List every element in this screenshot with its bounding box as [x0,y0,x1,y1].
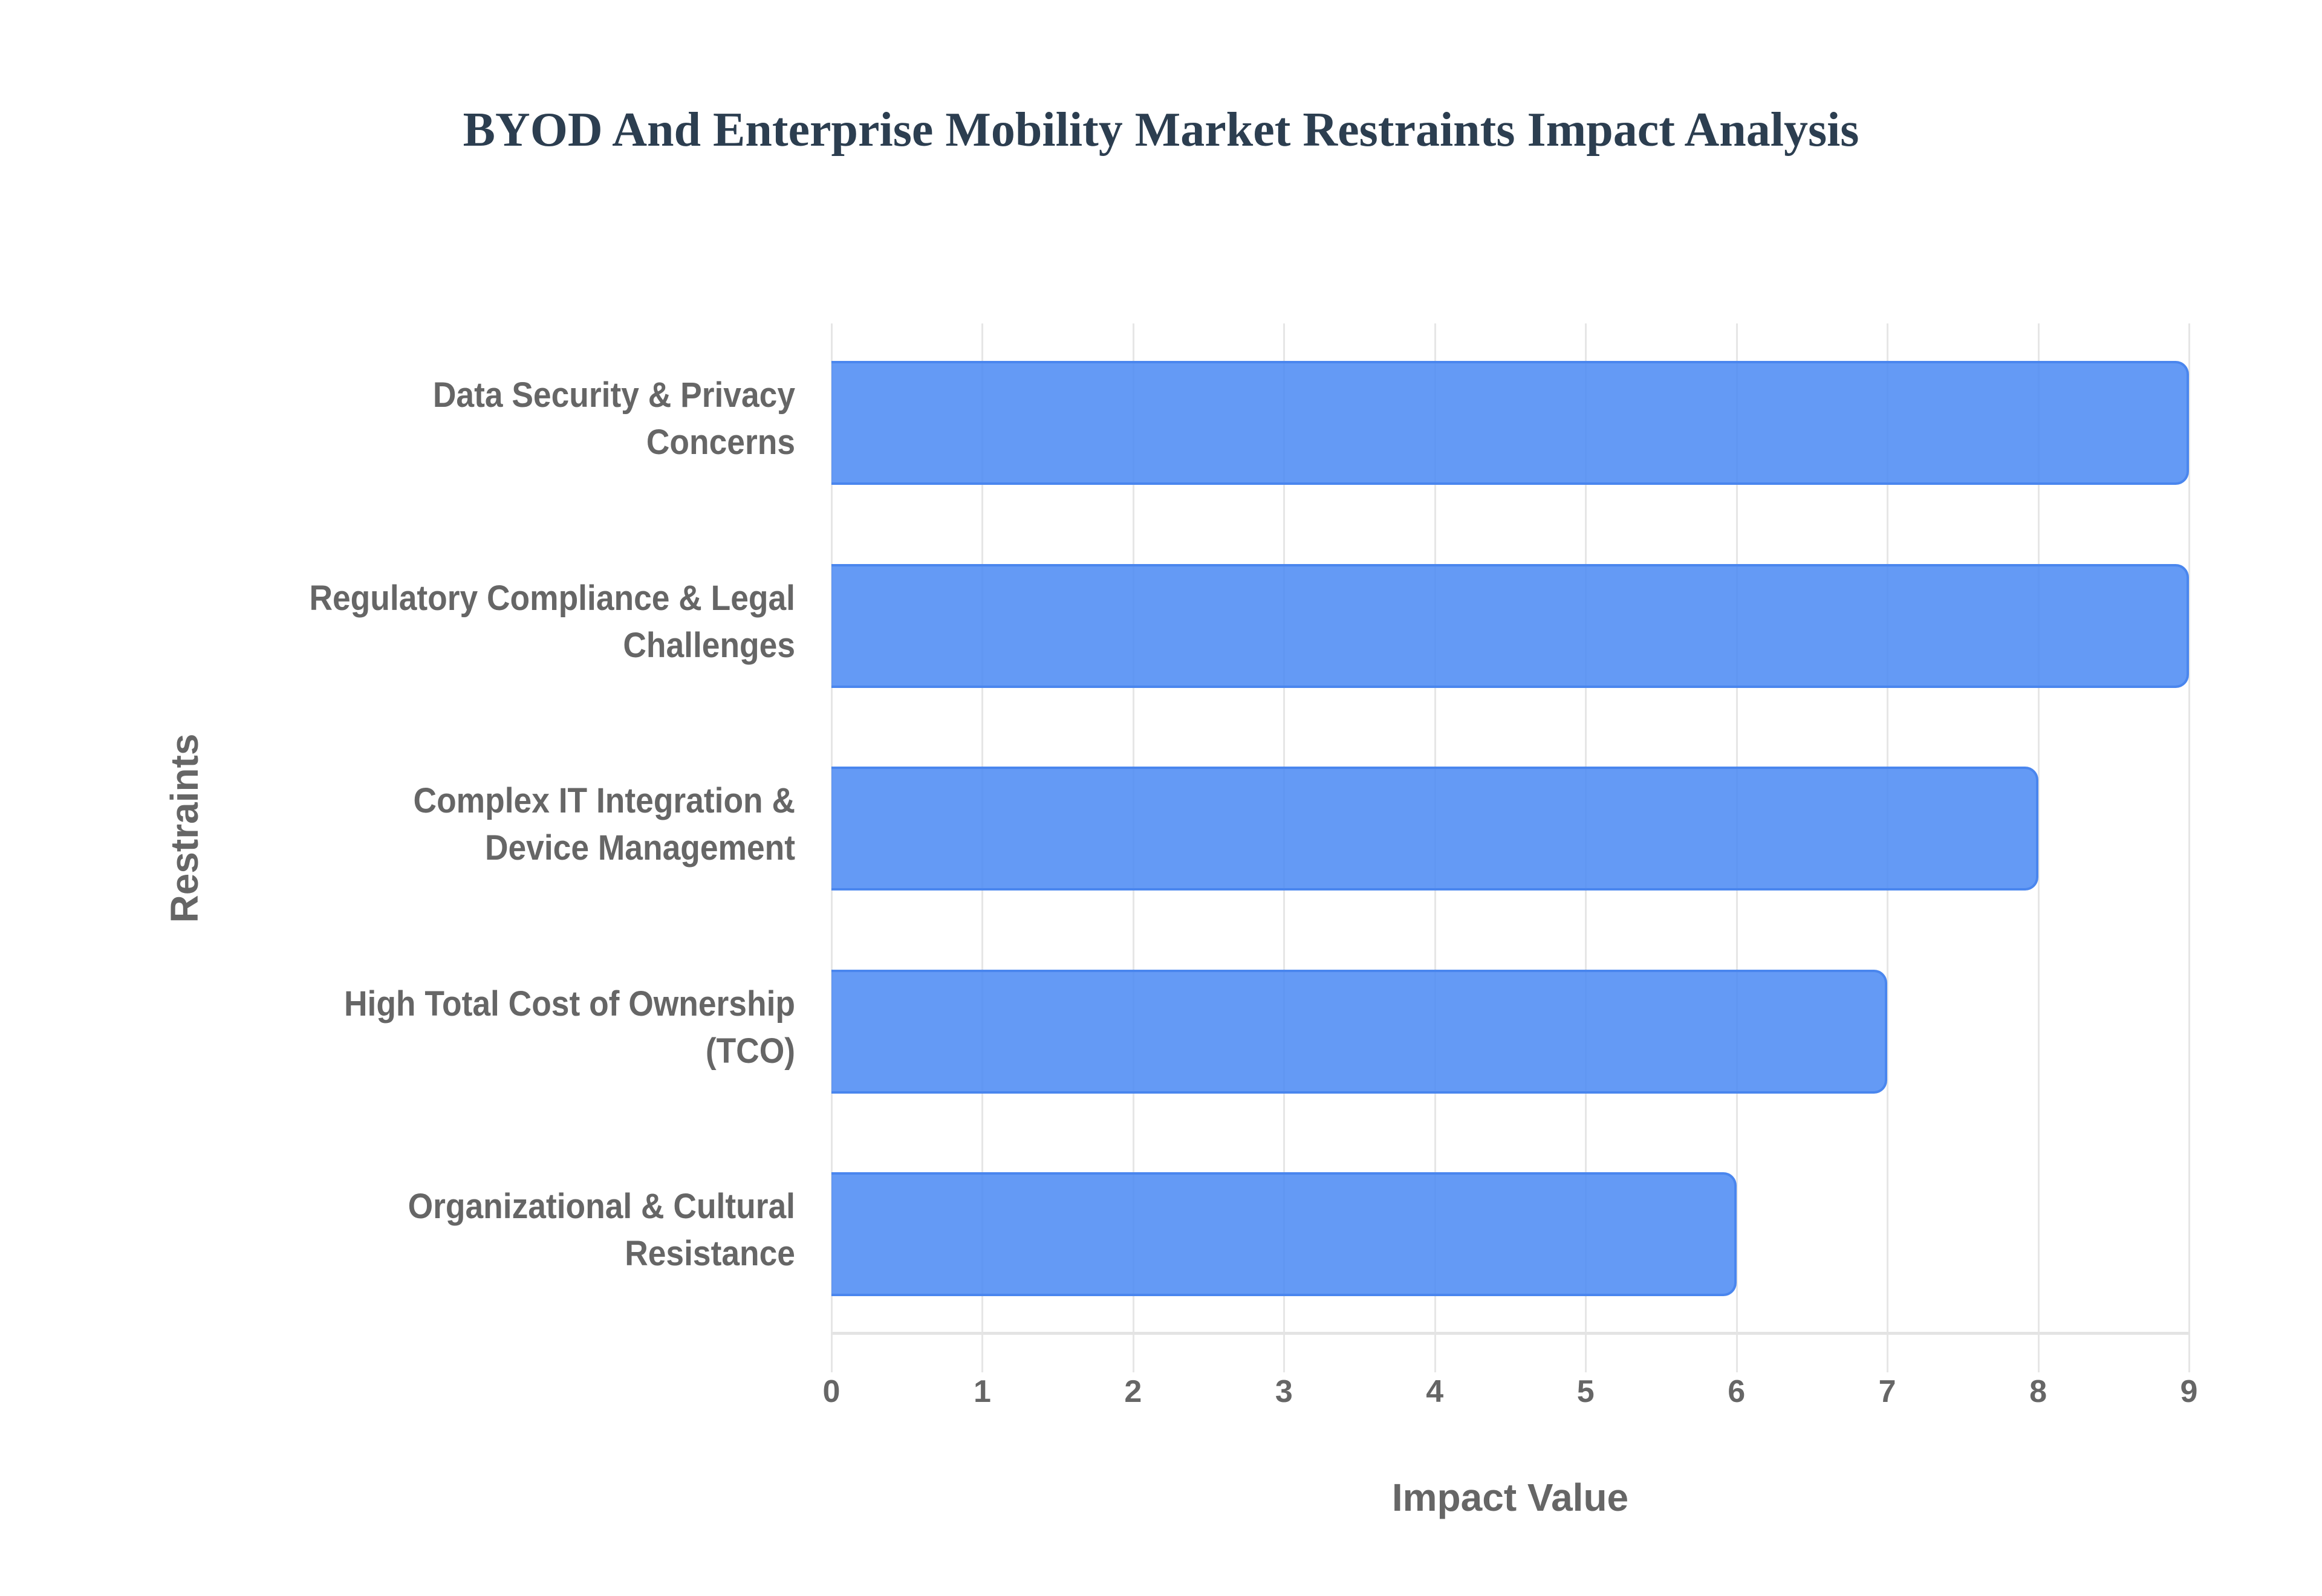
gridline [2037,323,2040,1372]
y-axis-category-label: Complex IT Integration & Device Managemen… [183,777,795,872]
category-label-line: Resistance [625,1234,795,1273]
category-label-line: Device Management [484,828,795,868]
bar[interactable] [831,563,2189,688]
x-tick-label: 5 [1576,1374,1595,1409]
category-label-line: Data Security & Privacy [432,375,795,415]
x-axis-label: Impact Value [1391,1476,1629,1519]
gridline [2188,323,2190,1372]
category-label-line: Complex IT Integration & [413,781,795,820]
bar[interactable] [831,1172,1737,1296]
x-tick-label: 8 [2029,1374,2047,1409]
y-axis-category-label: Data Security & Privacy Concerns [183,372,795,466]
category-label-line: (TCO) [705,1031,795,1071]
x-tick-label: 3 [1275,1374,1293,1409]
category-label-line: Organizational & Cultural [408,1187,795,1226]
bar[interactable] [831,767,2038,890]
y-axis-category-label: Organizational & Cultural Resistance [183,1183,795,1277]
chart-title: BYOD And Enterprise Mobility Market Rest… [463,103,1859,157]
category-label-line: Regulatory Compliance & Legal [309,578,795,618]
x-tick-label: 1 [973,1374,991,1409]
x-axis-line [831,1332,2189,1335]
x-tick-label: 4 [1426,1374,1444,1409]
category-label-line: High Total Cost of Ownership [343,984,795,1023]
plot-area [831,323,2190,1372]
y-axis-category-label: Regulatory Compliance & Legal Challenges [183,575,795,669]
x-tick-label: 2 [1124,1374,1142,1409]
category-label-line: Concerns [646,423,795,462]
category-label-line: Challenges [623,625,795,665]
bar[interactable] [831,361,2189,485]
y-axis-category-label: High Total Cost of Ownership (TCO) [183,981,795,1075]
x-tick-label: 9 [2180,1374,2198,1409]
x-tick-label: 7 [1878,1374,1896,1409]
x-tick-label: 6 [1728,1374,1746,1409]
bar[interactable] [831,969,1888,1094]
x-tick-label: 0 [822,1374,841,1409]
